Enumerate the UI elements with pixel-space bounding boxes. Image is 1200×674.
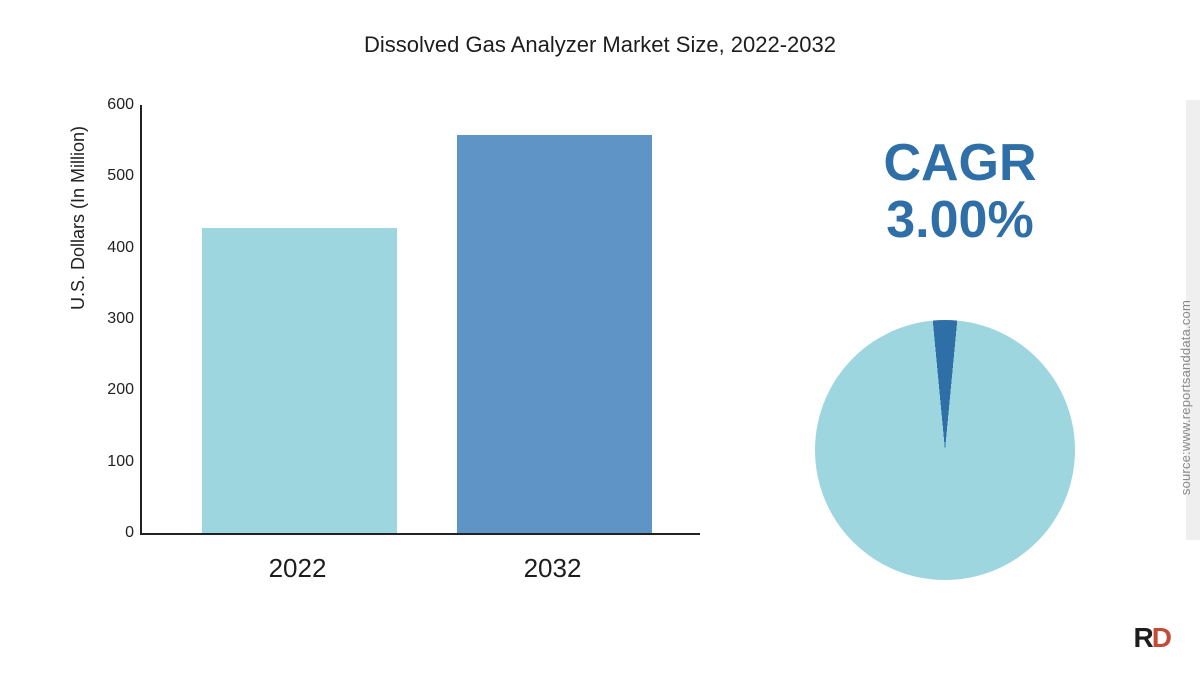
chart-title: Dissolved Gas Analyzer Market Size, 2022… [0, 32, 1200, 58]
cagr-pie [815, 320, 1075, 580]
bar-chart: 0 100 200 300 400 500 600 20222032 [140, 105, 700, 535]
x-category: 2032 [524, 553, 582, 584]
bar [202, 228, 397, 533]
y-axis-label: U.S. Dollars (In Million) [68, 126, 89, 310]
logo-d: D [1152, 622, 1170, 653]
bar [457, 135, 652, 533]
logo: RD [1134, 622, 1170, 654]
ytick: 400 [94, 239, 134, 257]
ytick: 500 [94, 167, 134, 185]
chart-canvas: { "title": "Dissolved Gas Analyzer Marke… [0, 0, 1200, 674]
cagr-label: CAGR 3.00% [810, 135, 1110, 249]
logo-r: R [1134, 622, 1152, 653]
x-category: 2022 [269, 553, 327, 584]
ytick: 300 [94, 310, 134, 328]
ytick: 600 [94, 96, 134, 114]
cagr-line2: 3.00% [810, 192, 1110, 249]
bar-chart-plot: 0 100 200 300 400 500 600 [140, 105, 700, 535]
ytick: 200 [94, 381, 134, 399]
ytick: 100 [94, 453, 134, 471]
ytick: 0 [94, 524, 134, 542]
source-text: source:www.reportsanddata.com [1178, 300, 1193, 495]
cagr-line1: CAGR [810, 135, 1110, 192]
